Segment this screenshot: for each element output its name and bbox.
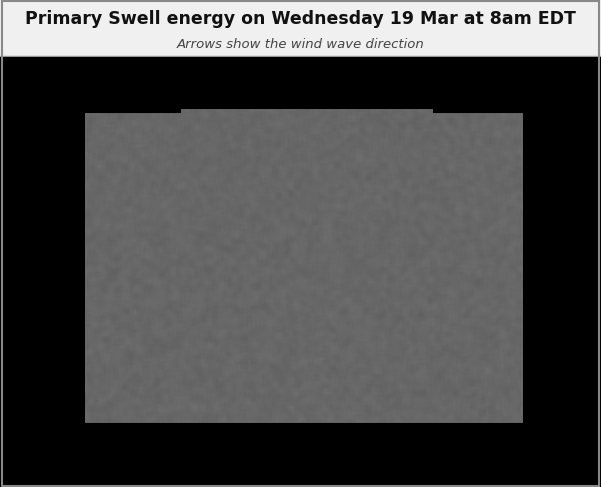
Text: Primary Swell energy on Wednesday 19 Mar at 8am EDT: Primary Swell energy on Wednesday 19 Mar…	[25, 10, 576, 28]
Text: Arrows show the wind wave direction: Arrows show the wind wave direction	[177, 38, 424, 51]
